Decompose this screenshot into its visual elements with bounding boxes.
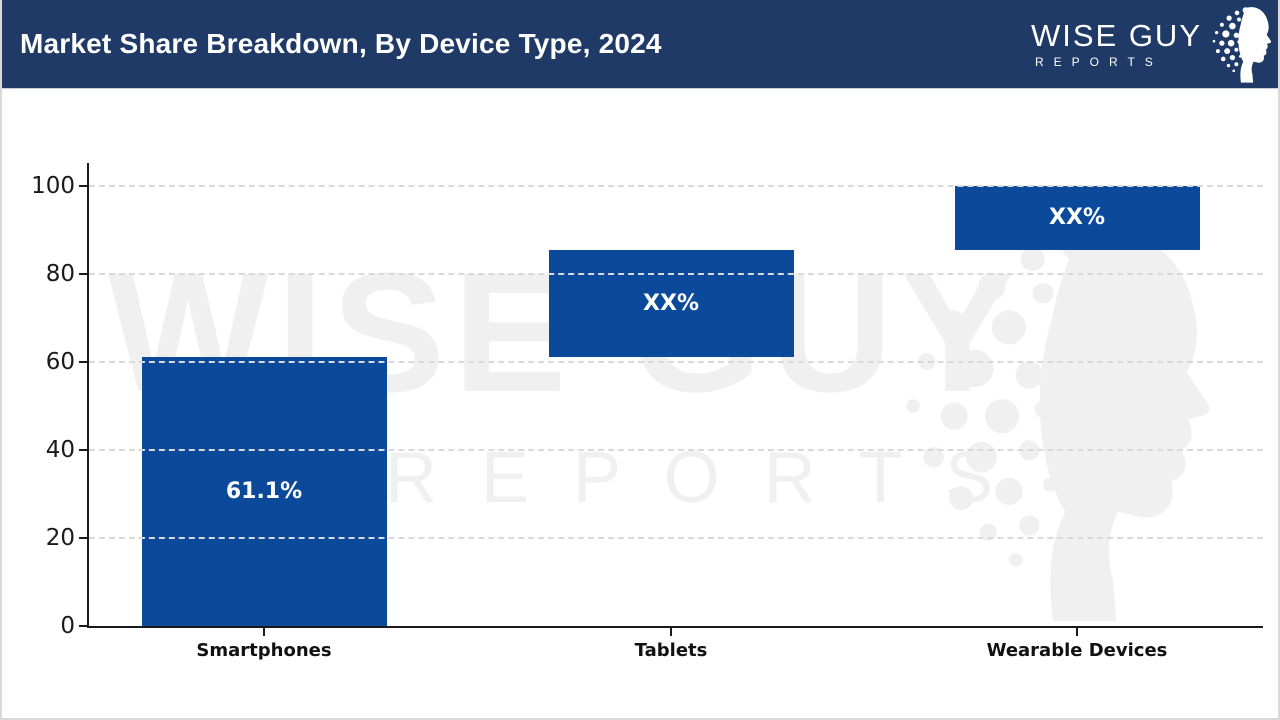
x-axis-line	[87, 626, 1263, 628]
x-tick-label: Wearable Devices	[986, 640, 1168, 661]
y-tick-mark	[79, 185, 87, 187]
gridline	[89, 361, 1263, 363]
y-tick-mark	[79, 537, 87, 539]
x-tick-mark	[1076, 628, 1078, 636]
logo-line2: REPORTS	[1034, 55, 1163, 69]
gridline	[89, 273, 1263, 275]
logo-wordmark: WISE GUY REPORTS	[1031, 20, 1202, 69]
x-tick-label: Tablets	[634, 640, 708, 661]
y-tick-mark	[79, 273, 87, 275]
gridline	[89, 185, 1263, 187]
bar-value-label: 61.1%	[225, 478, 303, 504]
bar	[141, 357, 387, 626]
y-tick-mark	[79, 449, 87, 451]
bar-value-label: XX%	[643, 290, 699, 316]
y-tick-label: 100	[31, 173, 75, 199]
brand-logo: WISE GUY REPORTS	[1031, 5, 1272, 84]
y-axis-line	[87, 163, 89, 628]
x-tick-mark	[670, 628, 672, 636]
gridline	[89, 537, 1263, 539]
logo-line1: WISE GUY	[1030, 18, 1202, 53]
y-tick-label: 60	[45, 349, 75, 375]
y-tick-label: 20	[45, 525, 75, 551]
y-tick-label: 40	[45, 437, 75, 463]
bar	[548, 250, 794, 358]
y-tick-mark	[79, 625, 87, 627]
header: Market Share Breakdown, By Device Type, …	[0, 0, 1280, 89]
x-tick-mark	[263, 628, 265, 636]
y-tick-label: 80	[45, 261, 75, 287]
bar-value-label: XX%	[1049, 205, 1105, 231]
x-tick-label: Smartphones	[196, 640, 332, 661]
y-tick-label: 0	[60, 613, 75, 639]
page-title: Market Share Breakdown, By Device Type, …	[20, 28, 662, 59]
gridline	[89, 449, 1263, 451]
y-tick-mark	[79, 361, 87, 363]
dotted-head-profile-icon	[1212, 7, 1272, 83]
